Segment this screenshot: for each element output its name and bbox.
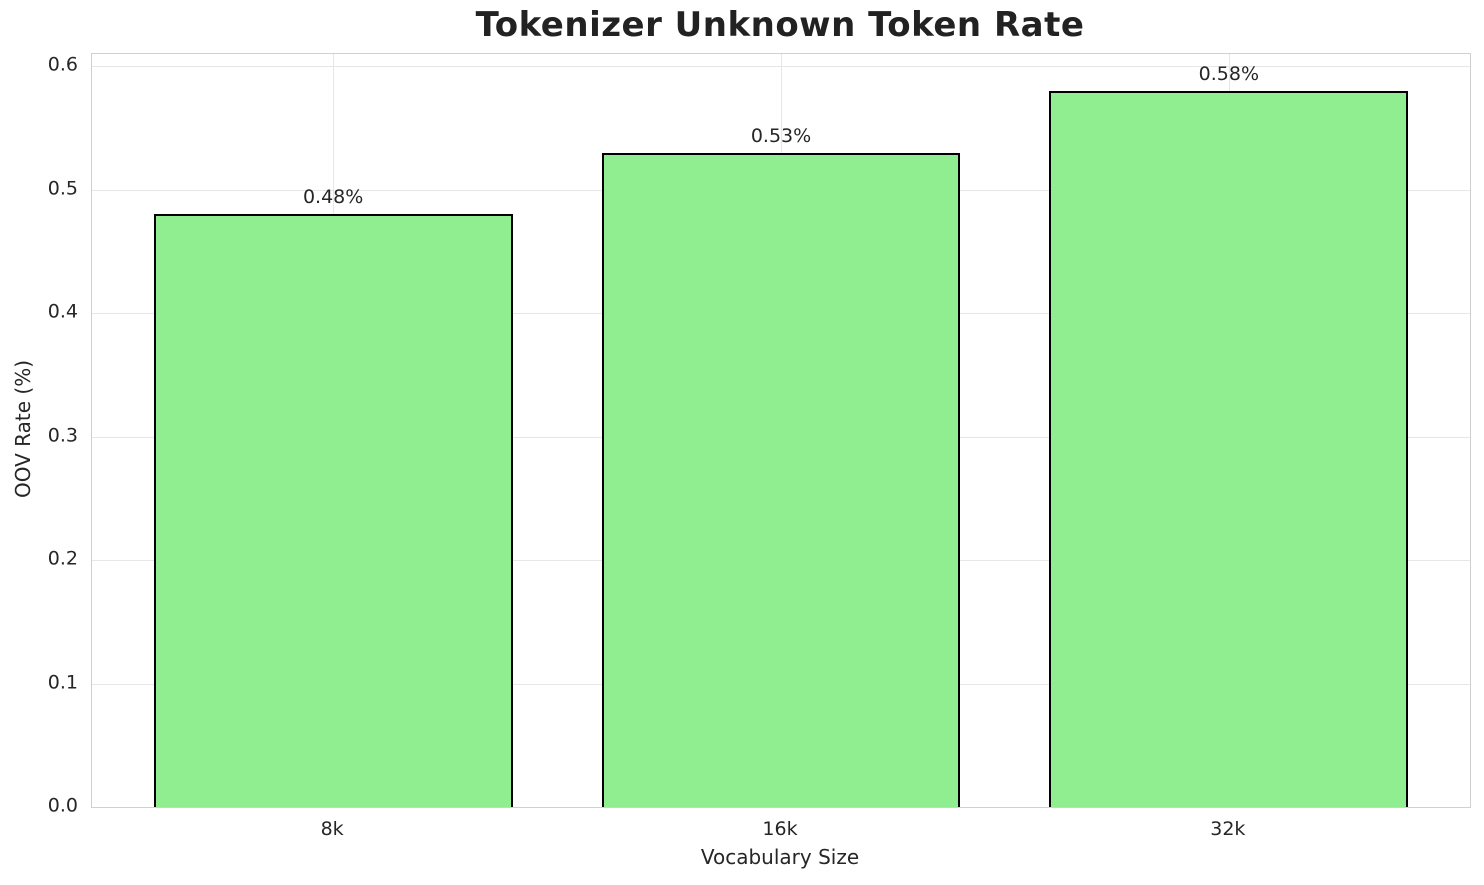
plot-area: 0.48% 0.53% 0.58%	[91, 53, 1471, 808]
bar-32k	[1049, 91, 1409, 807]
bar-value-label: 0.48%	[302, 186, 364, 209]
chart-title: Tokenizer Unknown Token Rate	[475, 5, 1085, 45]
y-tick-label: 0.3	[47, 424, 78, 447]
y-tick-label: 0.6	[47, 53, 78, 76]
y-tick-label: 0.0	[47, 794, 78, 817]
bar-16k	[601, 152, 961, 807]
x-axis-ticks: 8k 16k 32k	[91, 820, 1469, 844]
bar-8k	[153, 214, 513, 807]
y-tick-label: 0.1	[47, 671, 78, 694]
y-tick-label: 0.5	[47, 177, 78, 200]
x-tick-label: 16k	[762, 818, 798, 840]
y-axis-ticks: 0.0 0.1 0.2 0.3 0.4 0.5 0.6	[0, 53, 78, 815]
x-tick-label: 8k	[320, 818, 344, 840]
bar-value-label: 0.53%	[750, 124, 812, 147]
y-tick-label: 0.2	[47, 547, 78, 570]
x-tick-label: 32k	[1210, 818, 1246, 840]
y-tick-label: 0.4	[47, 300, 78, 323]
bar-value-label: 0.58%	[1198, 63, 1260, 86]
x-axis-label: Vocabulary Size	[700, 845, 860, 869]
